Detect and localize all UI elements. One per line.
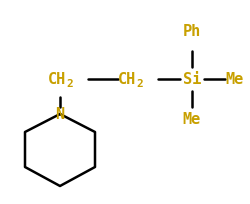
Text: N: N: [55, 107, 64, 122]
Text: 2: 2: [66, 79, 73, 89]
Text: CH: CH: [48, 72, 66, 87]
Text: Ph: Ph: [182, 24, 200, 39]
Text: 2: 2: [136, 79, 143, 89]
Text: Me: Me: [182, 112, 200, 127]
Text: CH: CH: [118, 72, 136, 87]
Text: Si: Si: [182, 72, 200, 87]
Text: Me: Me: [225, 72, 243, 87]
